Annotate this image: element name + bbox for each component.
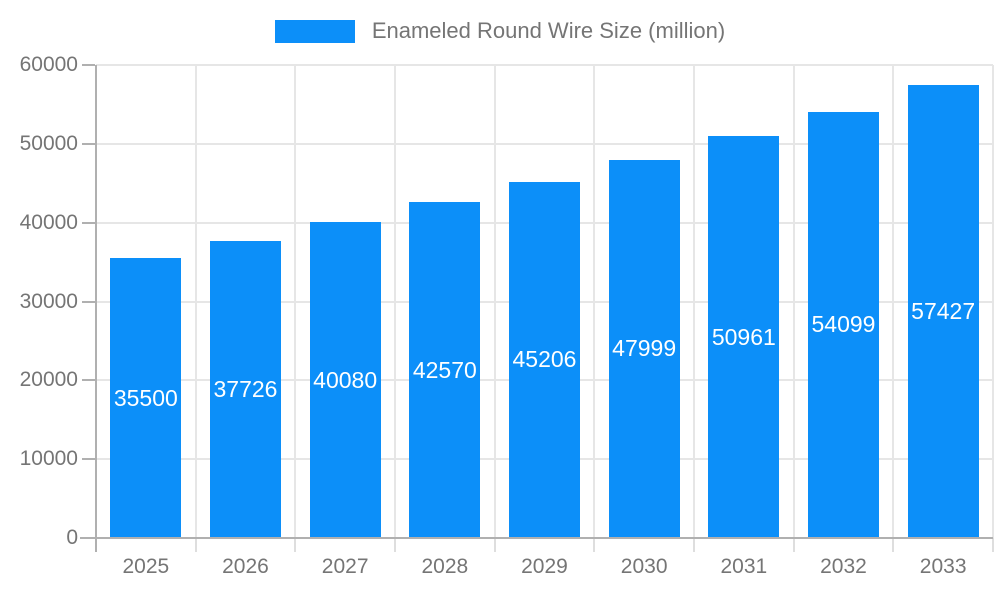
- y-axis-label: 0: [66, 526, 78, 549]
- gridline-vertical: [394, 65, 396, 538]
- gridline-horizontal: [96, 64, 993, 66]
- bar-value-label: 54099: [811, 311, 876, 338]
- x-axis-label: 2033: [919, 555, 967, 578]
- gridline-vertical: [593, 65, 596, 538]
- x-axis-tick: [693, 538, 695, 552]
- bar-2033[interactable]: 57427: [907, 85, 979, 538]
- x-axis-tick: [792, 538, 795, 552]
- x-axis-tick: [294, 538, 297, 552]
- gridline-vertical: [792, 65, 795, 538]
- gridline-vertical: [194, 65, 197, 538]
- y-axis-label: 50000: [19, 131, 78, 155]
- bar-value-label: 37726: [213, 375, 278, 402]
- y-axis-label: 10000: [19, 447, 78, 471]
- bar-2030[interactable]: 47999: [608, 159, 680, 538]
- bar-value-label: 42570: [412, 356, 477, 383]
- y-axis-tick: [82, 221, 95, 224]
- bar-2027[interactable]: 40080: [309, 222, 381, 538]
- x-axis-label: 2027: [321, 555, 369, 578]
- plot-area: 35500 37726 40080 42570 45206 47999 50961 54099…: [96, 64, 994, 538]
- bar-value-label: 57427: [911, 298, 976, 325]
- x-axis-label: 2025: [122, 555, 170, 578]
- x-axis-tick: [394, 538, 396, 552]
- bar-2026[interactable]: 37726: [210, 240, 281, 538]
- x-axis-tick: [194, 538, 197, 552]
- legend-label: Enameled Round Wire Size (million): [371, 18, 726, 43]
- y-axis-tick: [82, 458, 95, 461]
- x-axis-label: 2028: [421, 555, 469, 578]
- y-axis-tick: [82, 379, 95, 382]
- x-axis-line: [80, 537, 993, 539]
- chart-legend[interactable]: Enameled Round Wire Size (million): [0, 14, 1000, 48]
- x-axis-label: 2026: [222, 555, 269, 578]
- y-axis-label: 40000: [19, 210, 78, 234]
- bar-2031[interactable]: 50961: [708, 136, 780, 538]
- bar-2032[interactable]: 54099: [808, 111, 879, 538]
- y-axis-line: [95, 65, 97, 552]
- bar-value-label: 50961: [711, 323, 776, 350]
- y-axis-tick: [82, 142, 95, 145]
- bar-2025[interactable]: 35500: [110, 258, 182, 538]
- y-axis-label: 30000: [19, 289, 78, 313]
- x-axis-label: 2031: [720, 555, 768, 578]
- gridline-vertical: [493, 65, 496, 538]
- x-axis-label: 2029: [521, 555, 568, 578]
- y-axis-label: 60000: [19, 53, 78, 76]
- bar-2029[interactable]: 45206: [509, 181, 580, 538]
- x-axis-label: 2032: [820, 555, 867, 578]
- legend-swatch: [274, 19, 355, 43]
- bar-value-label: 40080: [313, 366, 378, 393]
- x-axis-label: 2030: [620, 555, 668, 578]
- y-axis-tick: [82, 64, 95, 66]
- gridline-horizontal: [96, 142, 993, 145]
- y-axis-label: 20000: [19, 368, 78, 392]
- x-axis-tick: [593, 538, 596, 552]
- gridline-vertical: [294, 65, 297, 538]
- x-axis-tick: [992, 538, 994, 552]
- bar-2028[interactable]: 42570: [409, 202, 481, 538]
- gridline-vertical: [892, 65, 895, 538]
- x-axis-tick: [493, 538, 496, 552]
- gridline-vertical: [992, 65, 994, 538]
- bar-value-label: 47999: [612, 335, 677, 362]
- x-axis-tick: [892, 538, 895, 552]
- y-axis-tick: [82, 300, 95, 303]
- bar-value-label: 45206: [512, 346, 577, 373]
- gridline-vertical: [693, 65, 695, 538]
- bar-value-label: 35500: [113, 384, 178, 411]
